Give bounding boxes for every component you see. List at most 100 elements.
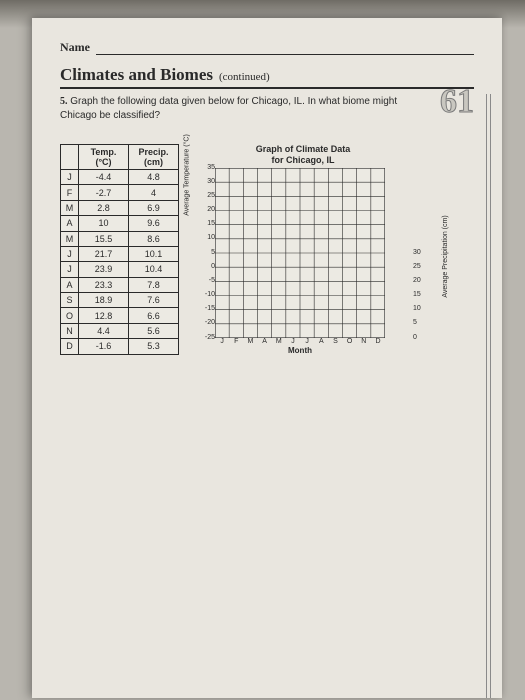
left-tick: 5 — [199, 249, 215, 256]
table-row: N4.45.6 — [61, 323, 179, 338]
worksheet-title: Climates and Biomes — [60, 65, 213, 85]
table-cell: 10.1 — [129, 246, 179, 261]
table-cell: M — [61, 200, 79, 215]
table-cell: J — [61, 170, 79, 185]
question-row: 5. Graph the following data given below … — [60, 95, 474, 122]
x-tick: N — [357, 338, 371, 345]
content-area: Temp. (°C) Precip. (cm) J-4.44.8F-2.74M2… — [60, 144, 474, 355]
name-field-row: Name — [60, 40, 474, 55]
left-tick: 30 — [199, 178, 215, 185]
name-label: Name — [60, 40, 90, 55]
table-cell: 7.6 — [129, 293, 179, 308]
x-tick: S — [328, 338, 342, 345]
right-tick: 30 — [413, 249, 427, 256]
table-cell: O — [61, 308, 79, 323]
x-tick: F — [229, 338, 243, 345]
table-cell: 7.8 — [129, 277, 179, 292]
table-cell: 2.8 — [79, 200, 129, 215]
right-tick: 15 — [413, 291, 427, 298]
question-number: 5. — [60, 96, 68, 107]
table-cell: 4.4 — [79, 323, 129, 338]
left-axis-label: Average Temperature (°C) — [184, 134, 191, 216]
table-cell: A — [61, 277, 79, 292]
table-cell: J — [61, 262, 79, 277]
table-cell: 15.5 — [79, 231, 129, 246]
table-row: A23.37.8 — [61, 277, 179, 292]
name-underline — [96, 45, 474, 55]
grid-svg — [215, 168, 385, 338]
x-tick: A — [314, 338, 328, 345]
right-tick: 5 — [413, 319, 427, 326]
worksheet-title-continued: (continued) — [219, 71, 270, 83]
right-axis-label: Average Precipitation (cm) — [442, 215, 449, 297]
table-row: D-1.65.3 — [61, 339, 179, 354]
worksheet-page: Name Climates and Biomes (continued) 5. … — [32, 18, 502, 698]
table-row: F-2.74 — [61, 185, 179, 200]
table-cell: -1.6 — [79, 339, 129, 354]
table-cell: 9.6 — [129, 216, 179, 231]
table-cell: 4 — [129, 185, 179, 200]
question-text: 5. Graph the following data given below … — [60, 95, 434, 122]
table-row: A109.6 — [61, 216, 179, 231]
right-tick: 20 — [413, 277, 427, 284]
right-margin-rules — [486, 94, 494, 698]
x-tick: A — [258, 338, 272, 345]
left-tick: 0 — [199, 263, 215, 270]
x-tick: M — [272, 338, 286, 345]
table-row: J23.910.4 — [61, 262, 179, 277]
right-tick: 0 — [413, 334, 427, 341]
table-cell: 6.6 — [129, 308, 179, 323]
left-tick: -5 — [199, 277, 215, 284]
col-precip: Precip. (cm) — [129, 145, 179, 170]
left-tick: -25 — [199, 334, 215, 341]
left-tick: -20 — [199, 319, 215, 326]
table-cell: N — [61, 323, 79, 338]
climate-chart: Graph of Climate Data for Chicago, IL Av… — [193, 144, 413, 355]
table-cell: 12.8 — [79, 308, 129, 323]
chart-grid — [215, 168, 385, 338]
x-tick: M — [243, 338, 257, 345]
chart-title-line2: for Chicago, IL — [272, 155, 335, 165]
table-row: J-4.44.8 — [61, 170, 179, 185]
climate-data-table: Temp. (°C) Precip. (cm) J-4.44.8F-2.74M2… — [60, 144, 179, 355]
table-cell: S — [61, 293, 79, 308]
table-cell: F — [61, 185, 79, 200]
table-cell: -2.7 — [79, 185, 129, 200]
table-cell: 6.9 — [129, 200, 179, 215]
table-cell: 5.3 — [129, 339, 179, 354]
right-tick: 25 — [413, 263, 427, 270]
table-cell: 10.4 — [129, 262, 179, 277]
x-tick: D — [371, 338, 385, 345]
left-tick: 25 — [199, 192, 215, 199]
table-cell: M — [61, 231, 79, 246]
table-row: M15.58.6 — [61, 231, 179, 246]
x-tick: O — [343, 338, 357, 345]
table-row: O12.86.6 — [61, 308, 179, 323]
table-cell: 23.3 — [79, 277, 129, 292]
question-body: Graph the following data given below for… — [60, 96, 397, 121]
table-cell: 4.8 — [129, 170, 179, 185]
left-tick: 15 — [199, 220, 215, 227]
left-tick: 35 — [199, 164, 215, 171]
col-month — [61, 145, 79, 170]
col-temp: Temp. (°C) — [79, 145, 129, 170]
x-tick: J — [286, 338, 300, 345]
table-cell: 23.9 — [79, 262, 129, 277]
left-tick: 20 — [199, 206, 215, 213]
table-row: J21.710.1 — [61, 246, 179, 261]
left-tick: -10 — [199, 291, 215, 298]
x-tick: J — [215, 338, 229, 345]
x-tick-labels: JFMAMJJASOND — [215, 338, 385, 345]
table-cell: 21.7 — [79, 246, 129, 261]
page-number: 61 — [440, 87, 474, 118]
left-tick: -15 — [199, 305, 215, 312]
worksheet-title-row: Climates and Biomes (continued) — [60, 65, 474, 89]
table-cell: A — [61, 216, 79, 231]
x-axis-label: Month — [215, 346, 385, 355]
left-tick: 10 — [199, 234, 215, 241]
x-tick: J — [300, 338, 314, 345]
right-tick: 10 — [413, 305, 427, 312]
table-row: S18.97.6 — [61, 293, 179, 308]
table-cell: 5.6 — [129, 323, 179, 338]
table-row: M2.86.9 — [61, 200, 179, 215]
